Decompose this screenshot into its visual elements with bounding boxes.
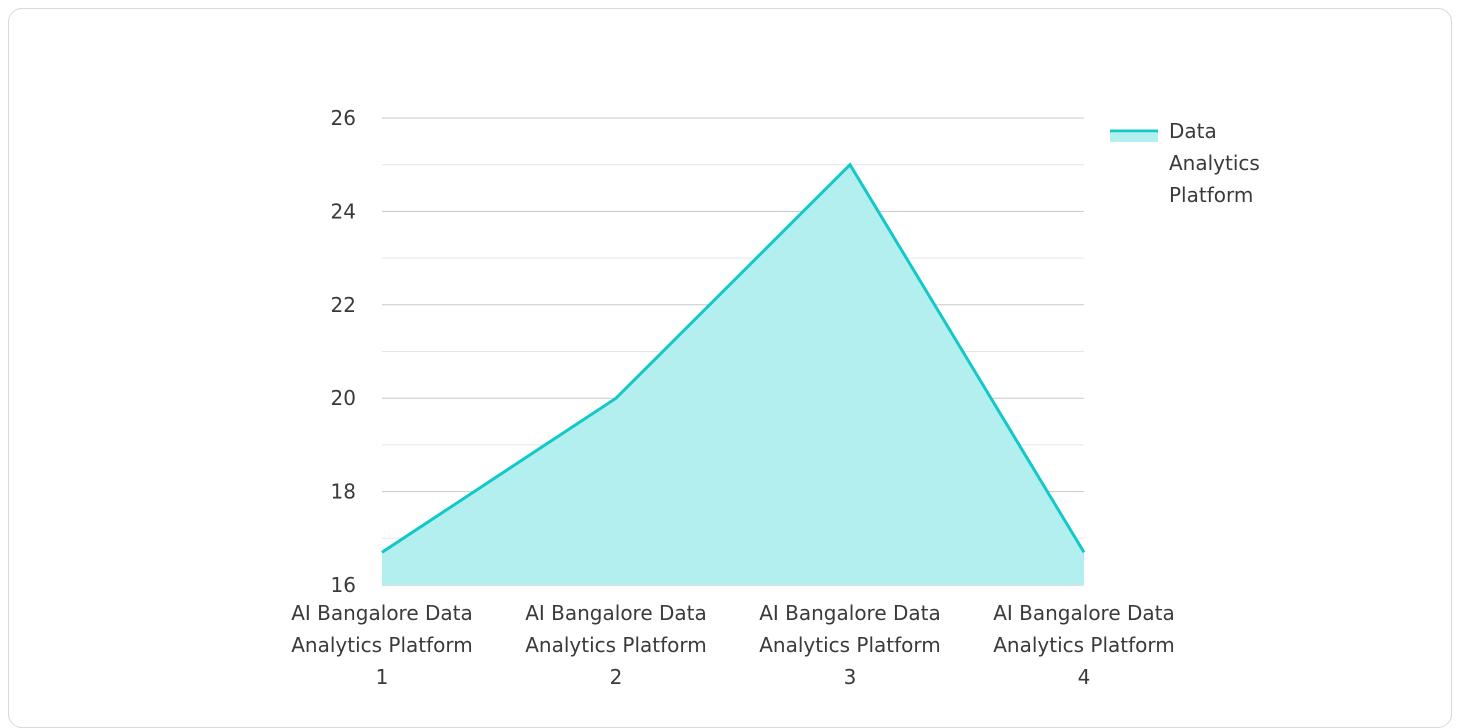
x-category-label-line: Analytics Platform <box>525 633 707 657</box>
x-category-label: AI Bangalore Data Analytics Platform 2 <box>525 601 707 689</box>
y-axis-ticks: 16 18 20 22 24 26 <box>331 106 356 597</box>
legend-swatch-fill[interactable] <box>1110 133 1158 142</box>
y-tick-label: 18 <box>331 480 356 504</box>
x-category-label-line: Analytics Platform <box>759 633 941 657</box>
x-category-label: AI Bangalore Data Analytics Platform 3 <box>759 601 941 689</box>
y-tick-label: 20 <box>331 386 356 410</box>
y-tick-label: 22 <box>331 293 356 317</box>
legend-label-line: Data <box>1169 119 1217 143</box>
series-area-fill <box>382 165 1084 585</box>
x-category-label-line: AI Bangalore Data <box>993 601 1175 625</box>
x-category-label-line: AI Bangalore Data <box>291 601 473 625</box>
x-category-label-line: 2 <box>610 665 623 689</box>
y-tick-label: 24 <box>331 199 356 223</box>
x-category-label-line: 4 <box>1078 665 1091 689</box>
x-category-label-line: Analytics Platform <box>993 633 1175 657</box>
legend-label[interactable]: Data Analytics Platform <box>1169 119 1260 207</box>
x-category-label: AI Bangalore Data Analytics Platform 1 <box>291 601 473 689</box>
y-tick-label: 16 <box>331 573 356 597</box>
x-category-label-line: Analytics Platform <box>291 633 473 657</box>
x-category-label-line: 3 <box>844 665 857 689</box>
legend[interactable]: Data Analytics Platform <box>1110 119 1260 207</box>
series-area <box>382 165 1084 585</box>
y-tick-label: 26 <box>331 106 356 130</box>
x-category-label-line: AI Bangalore Data <box>759 601 941 625</box>
x-category-label-line: AI Bangalore Data <box>525 601 707 625</box>
x-category-label-line: 1 <box>376 665 389 689</box>
legend-label-line: Platform <box>1169 183 1253 207</box>
x-category-label: AI Bangalore Data Analytics Platform 4 <box>993 601 1175 689</box>
legend-label-line: Analytics <box>1169 151 1260 175</box>
